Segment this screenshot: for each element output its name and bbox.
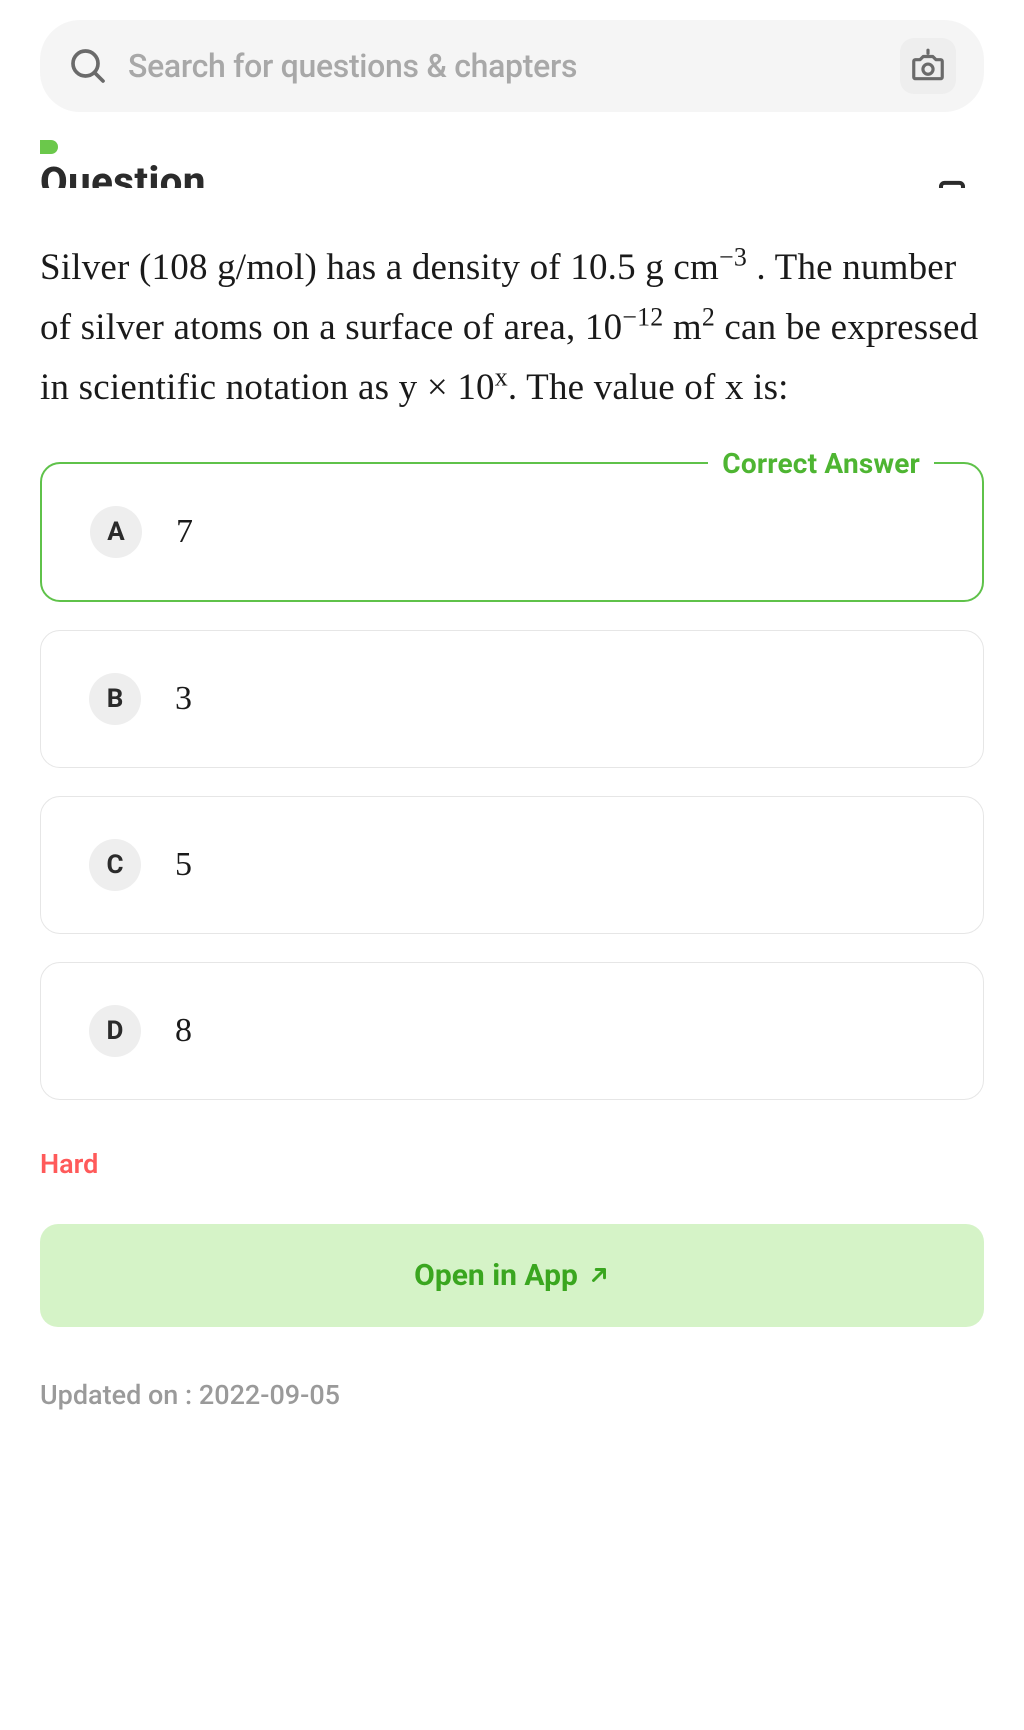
open-in-app-button[interactable]: Open in App bbox=[40, 1224, 984, 1327]
option-value: 5 bbox=[175, 846, 192, 884]
updated-date: 2022-09-05 bbox=[199, 1379, 340, 1411]
option-value: 7 bbox=[176, 513, 193, 551]
q-part1: Silver (108 g/mol) has a density of 10.5… bbox=[40, 247, 719, 288]
option-letter: B bbox=[89, 673, 141, 725]
bookmark-icon[interactable] bbox=[930, 178, 974, 188]
search-icon bbox=[68, 46, 108, 86]
external-link-icon bbox=[588, 1264, 610, 1286]
open-in-app-label: Open in App bbox=[414, 1258, 578, 1293]
q-part3: m bbox=[663, 307, 701, 348]
option-b[interactable]: B 3 bbox=[40, 630, 984, 768]
option-letter: D bbox=[89, 1005, 141, 1057]
updated-on: Updated on : 2022-09-05 bbox=[40, 1379, 984, 1411]
q-exp4: x bbox=[495, 363, 508, 392]
search-bar[interactable]: Search for questions & chapters bbox=[40, 20, 984, 112]
option-c[interactable]: C 5 bbox=[40, 796, 984, 934]
q-part5: . The value of x is: bbox=[508, 367, 789, 408]
option-value: 8 bbox=[175, 1012, 192, 1050]
option-letter: A bbox=[90, 506, 142, 558]
progress-indicator bbox=[40, 140, 58, 154]
q-exp2: −12 bbox=[622, 303, 663, 332]
question-header: Question bbox=[40, 140, 984, 188]
camera-icon bbox=[909, 47, 947, 85]
question-text: Silver (108 g/mol) has a density of 10.5… bbox=[40, 238, 984, 418]
camera-search-button[interactable] bbox=[900, 38, 956, 94]
section-title: Question bbox=[40, 162, 206, 188]
updated-prefix: Updated on : bbox=[40, 1379, 199, 1411]
q-exp3: 2 bbox=[702, 303, 715, 332]
search-placeholder: Search for questions & chapters bbox=[128, 47, 900, 85]
correct-answer-tag: Correct Answer bbox=[708, 447, 934, 480]
options-list: Correct Answer A 7 B 3 C 5 D 8 bbox=[40, 462, 984, 1100]
option-letter: C bbox=[89, 839, 141, 891]
option-value: 3 bbox=[175, 680, 192, 718]
q-exp1: −3 bbox=[719, 243, 747, 272]
option-d[interactable]: D 8 bbox=[40, 962, 984, 1100]
difficulty-badge: Hard bbox=[40, 1148, 984, 1180]
option-a[interactable]: Correct Answer A 7 bbox=[40, 462, 984, 602]
